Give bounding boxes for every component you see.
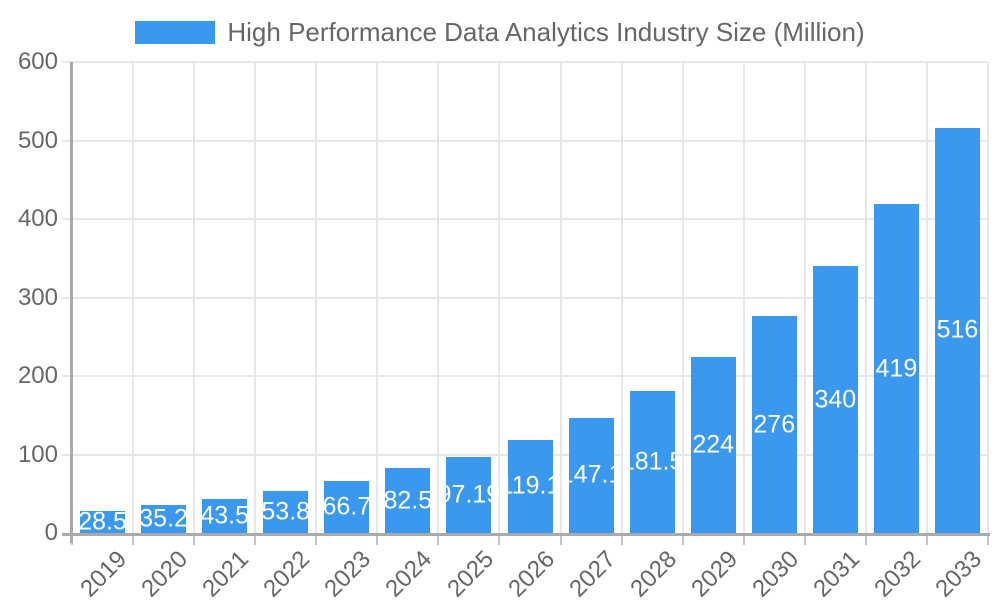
y-gridline (62, 61, 988, 63)
x-axis-category-label: 2030 (747, 545, 804, 600)
bar[interactable] (934, 127, 980, 533)
x-gridline (559, 62, 562, 533)
bar-value-label: 97.19 (437, 480, 501, 509)
x-axis-category-label: 2024 (380, 545, 438, 600)
x-axis-category-label: 2029 (686, 545, 743, 600)
x-axis-tick (437, 535, 440, 545)
x-axis-tick (803, 535, 806, 545)
y-axis-tick-label: 500 (17, 126, 58, 154)
x-axis-category-label: 2019 (75, 545, 133, 600)
y-gridline (62, 296, 988, 299)
bar-value-label: 82.5 (383, 486, 433, 515)
legend-label[interactable]: High Performance Data Analytics Industry… (227, 17, 865, 47)
x-gridline (864, 62, 867, 533)
bar[interactable] (446, 456, 492, 533)
x-axis-category-label: 2020 (136, 545, 194, 600)
x-axis-category-label: 2032 (869, 545, 927, 600)
x-gridline (498, 62, 501, 533)
x-axis-tick (742, 535, 745, 545)
bar[interactable] (751, 316, 797, 533)
x-axis-category-label: 2028 (624, 545, 682, 600)
y-axis-line (70, 62, 73, 543)
bar-value-label: 276 (753, 410, 796, 439)
x-axis-line (62, 533, 990, 536)
bar[interactable] (568, 417, 614, 533)
x-axis-category-label: 2022 (258, 545, 316, 600)
x-gridline (803, 62, 806, 533)
bar[interactable] (324, 480, 370, 533)
x-axis-tick (620, 535, 623, 545)
bar-value-label: 53.8 (261, 497, 311, 526)
x-axis-category-label: 2031 (808, 545, 866, 600)
bar-value-label: 66.7 (322, 492, 372, 521)
y-axis-tick-label: 200 (17, 362, 58, 389)
x-gridline (254, 62, 257, 533)
x-axis-category-label: 2021 (197, 545, 255, 600)
x-axis-tick (925, 535, 928, 545)
x-gridline (437, 62, 440, 533)
x-gridline (742, 62, 745, 533)
y-gridline (62, 139, 988, 142)
bar[interactable] (202, 498, 248, 533)
x-axis-tick (864, 535, 867, 545)
x-axis-category-label: 2025 (441, 545, 499, 600)
bar-value-label: 147.1 (559, 460, 623, 489)
y-axis-tick-label: 300 (17, 283, 58, 311)
x-gridline (987, 62, 989, 533)
bar-value-label: 419 (875, 354, 918, 383)
bar-value-label: 181.5 (620, 447, 684, 476)
bar-value-label: 28.5 (78, 507, 127, 536)
bar[interactable] (385, 468, 431, 533)
x-axis-tick (376, 535, 379, 545)
bar[interactable] (141, 505, 187, 533)
bar-value-label: 43.5 (200, 501, 249, 530)
x-axis-tick (193, 535, 196, 545)
x-axis-category-label: 2026 (502, 545, 560, 600)
bar-value-label: 35.2 (139, 504, 188, 533)
y-gridline (62, 218, 988, 220)
bar[interactable] (629, 390, 675, 533)
bar[interactable] (812, 266, 858, 533)
x-axis-tick (254, 535, 257, 545)
x-axis-category-label: 2023 (319, 545, 377, 600)
y-axis-tick-label: 400 (17, 205, 58, 232)
x-axis-tick (559, 535, 562, 545)
bar-value-label: 340 (814, 385, 857, 414)
legend-swatch[interactable] (135, 20, 216, 44)
bar[interactable] (507, 439, 553, 533)
x-axis-tick (315, 535, 318, 545)
x-gridline (315, 62, 318, 533)
bar-value-label: 516 (936, 315, 979, 344)
y-gridline (62, 375, 988, 377)
x-axis-tick (987, 535, 989, 545)
x-axis-tick (498, 535, 501, 545)
bar-value-label: 224 (692, 430, 735, 459)
bar[interactable] (873, 204, 919, 533)
chart-legend: High Performance Data Analytics Industry… (0, 14, 1000, 50)
x-gridline (620, 62, 623, 533)
bar[interactable] (80, 510, 126, 533)
x-gridline (681, 62, 684, 533)
y-axis-tick-label: 600 (17, 48, 58, 75)
x-gridline (376, 62, 379, 533)
x-axis-category-label: 2027 (563, 545, 621, 600)
x-axis-category-label: 2033 (930, 545, 988, 600)
x-gridline (132, 62, 135, 533)
x-gridline (193, 62, 196, 533)
bar[interactable] (263, 490, 309, 533)
x-gridline (925, 62, 928, 533)
y-axis-tick-label: 100 (17, 440, 58, 468)
x-axis-tick (132, 535, 135, 545)
bar-value-label: 119.1 (499, 471, 561, 500)
x-axis-tick (681, 535, 684, 545)
bar[interactable] (690, 357, 736, 533)
y-axis-tick-label: 0 (44, 519, 58, 546)
